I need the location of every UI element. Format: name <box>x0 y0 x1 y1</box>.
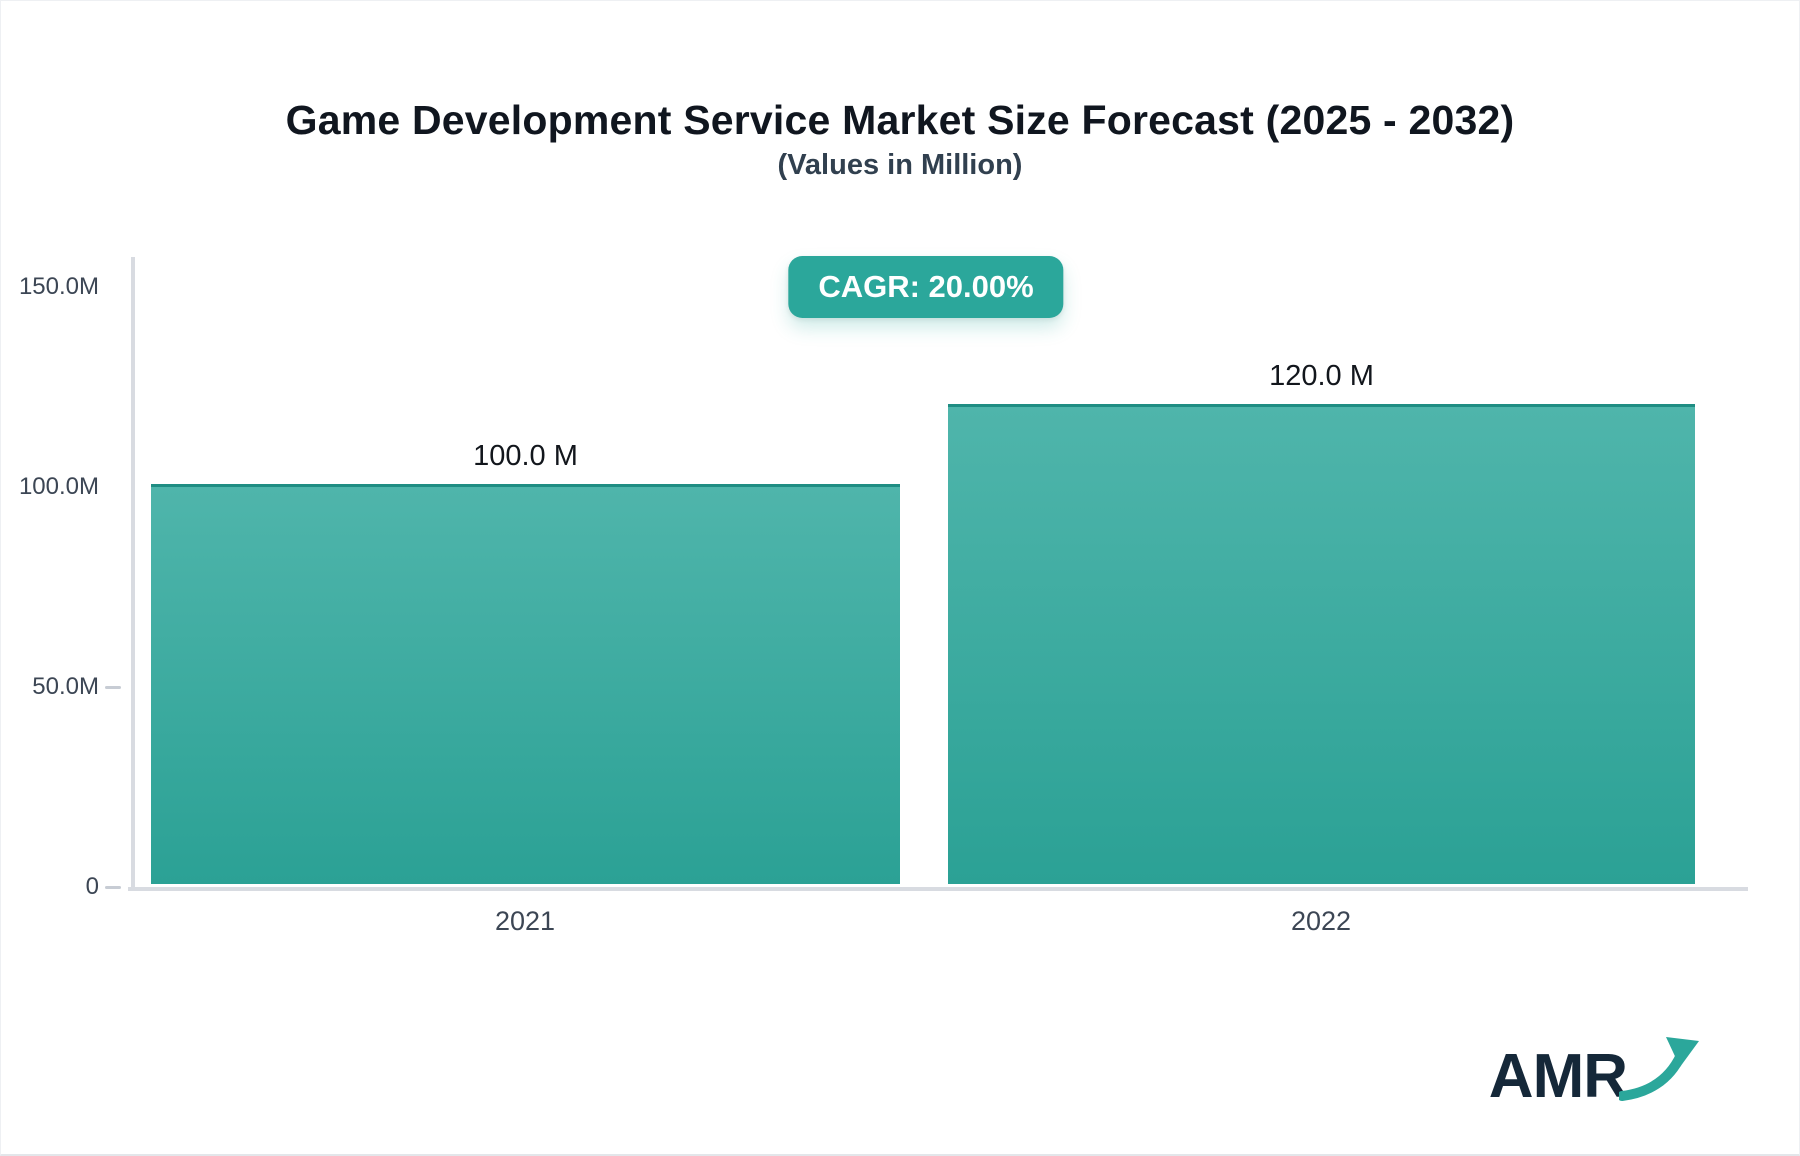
bar-group-2021: 100.0 M <box>151 440 900 884</box>
y-tick-mark <box>105 886 121 889</box>
bar-value-label-2021: 100.0 M <box>473 440 578 472</box>
bar-2022 <box>948 404 1695 884</box>
bar-group-2022: 120.0 M <box>948 360 1695 884</box>
bar-2021 <box>151 484 900 884</box>
x-axis-line <box>128 887 1748 891</box>
x-tick-label-2021: 2021 <box>494 906 556 936</box>
amr-logo-text: AMR <box>1488 1042 1628 1111</box>
x-tick-label-2022: 2022 <box>1290 906 1352 936</box>
y-tick-label-50m: 50.0M <box>32 673 99 700</box>
y-tick-label-100m: 100.0M <box>18 473 99 500</box>
amr-logo: AMR <box>1488 1034 1701 1111</box>
chart-subtitle: (Values in Million) <box>777 149 1023 181</box>
bar-value-label-2022: 120.0 M <box>1269 360 1374 392</box>
y-tick-label-0: 0 <box>85 873 99 900</box>
y-tick-label-150m: 150.0M <box>18 273 99 300</box>
chart-title: Game Development Service Market Size For… <box>285 97 1515 143</box>
trend-up-arrow-icon <box>1619 1037 1699 1101</box>
cagr-badge: CAGR: 20.00% <box>788 256 1064 318</box>
y-tick-mark <box>105 686 121 689</box>
y-axis-line <box>131 257 135 891</box>
